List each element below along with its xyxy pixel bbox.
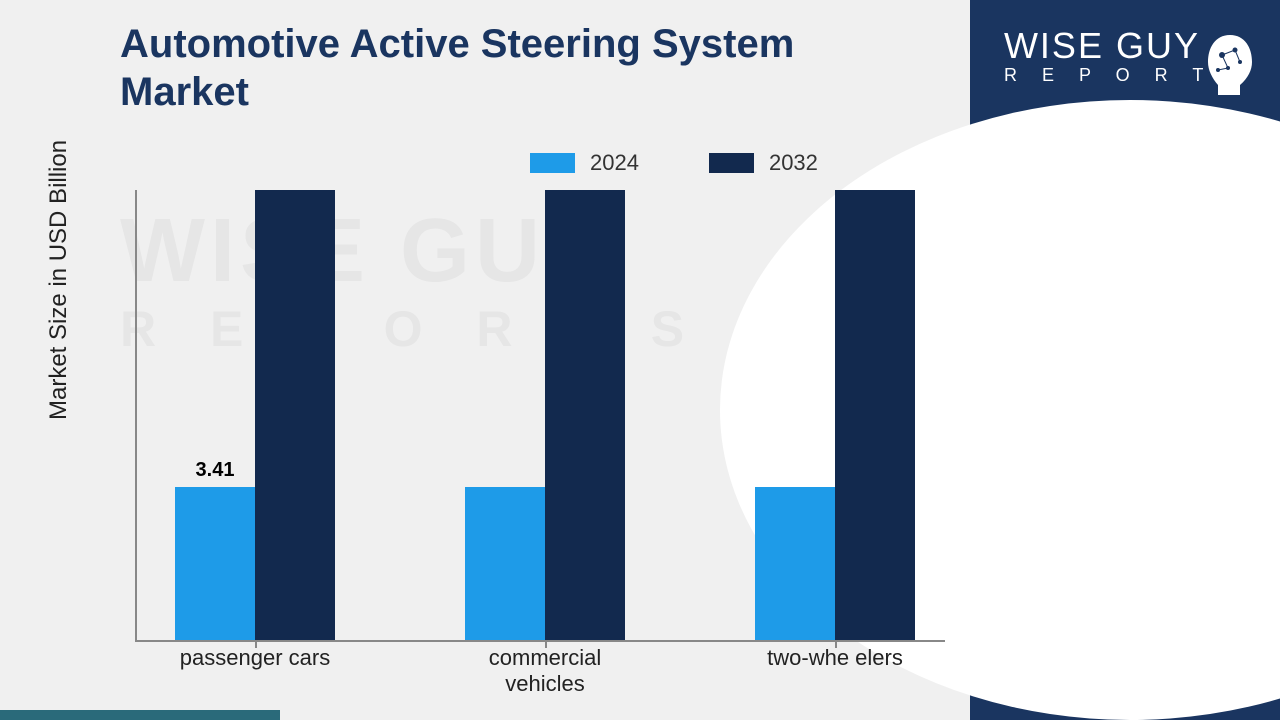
- page-title: Automotive Active Steering System Market: [120, 20, 880, 116]
- category-label: commercial vehicles: [465, 645, 625, 698]
- bar: [755, 487, 835, 640]
- x-tick: [255, 640, 257, 648]
- bar: [255, 190, 335, 640]
- y-axis-line: [135, 190, 137, 640]
- category-label: passenger cars: [175, 645, 335, 671]
- decorative-bottom-bar: [0, 710, 280, 720]
- bar-group: [755, 190, 915, 640]
- bar-value-label: 3.41: [196, 459, 235, 482]
- x-tick: [545, 640, 547, 648]
- chart-legend: 2024 2032: [530, 150, 818, 176]
- legend-label-2032: 2032: [769, 150, 818, 176]
- wiseguy-logo: WISE GUY R E P O R T S: [1004, 25, 1250, 86]
- legend-swatch-2032: [709, 153, 754, 173]
- bar: [835, 190, 915, 640]
- category-label: two-whe elers: [755, 645, 915, 671]
- legend-label-2024: 2024: [590, 150, 639, 176]
- logo-head-icon: [1200, 30, 1260, 100]
- legend-swatch-2024: [530, 153, 575, 173]
- y-axis-label: Market Size in USD Billion: [45, 140, 73, 420]
- legend-item-2032: 2032: [709, 150, 818, 176]
- bar-group: 3.41: [175, 190, 335, 640]
- bar-chart: 3.41passenger carscommercial vehiclestwo…: [135, 190, 945, 640]
- bar-group: [465, 190, 625, 640]
- bar: [545, 190, 625, 640]
- bar: [465, 487, 545, 640]
- x-tick: [835, 640, 837, 648]
- bar: 3.41: [175, 487, 255, 640]
- legend-item-2024: 2024: [530, 150, 639, 176]
